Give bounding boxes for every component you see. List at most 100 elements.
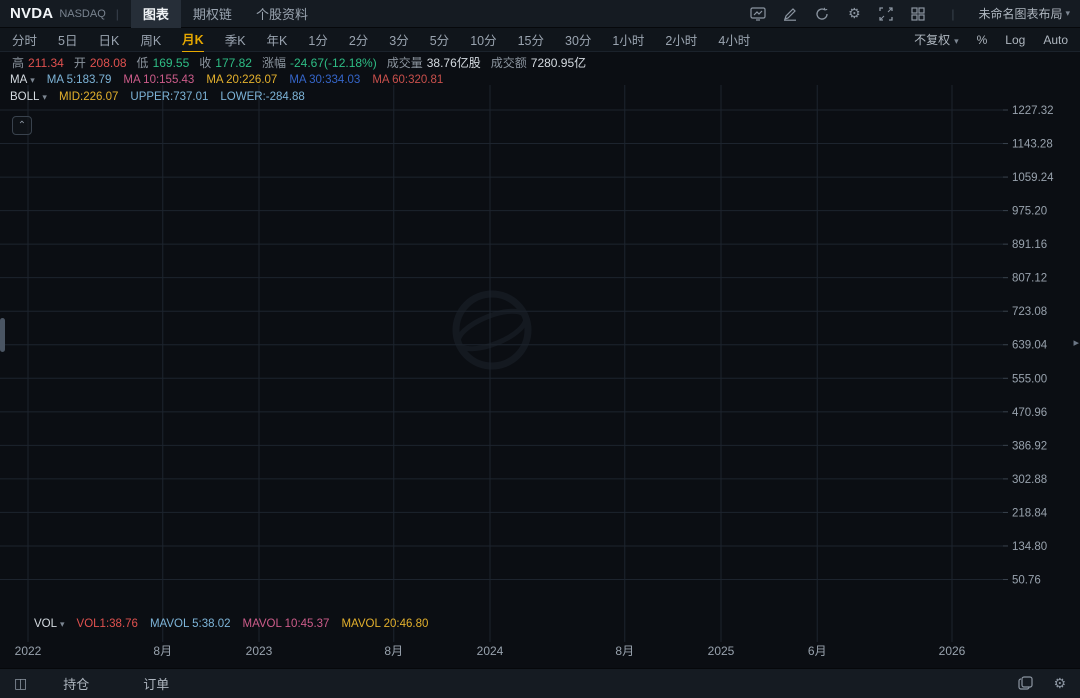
quote-volume: 成交量 38.76亿股 <box>386 55 481 70</box>
svg-text:386.92: 386.92 <box>1012 440 1047 452</box>
chart-area[interactable]: 1227.32 1143.28 1059.24 975.20 891.16 807.12 7… <box>0 72 1080 668</box>
svg-text:2024: 2024 <box>477 644 504 658</box>
tf-5min[interactable]: 5分 <box>429 34 450 48</box>
svg-text:555.00: 555.00 <box>1012 373 1047 385</box>
divider: | <box>951 6 955 21</box>
boll-lower-value: LOWER:-284.88 <box>220 91 305 103</box>
tf-5day[interactable]: 5日 <box>58 34 78 48</box>
refresh-icon[interactable] <box>813 6 831 22</box>
grid-layout-icon[interactable] <box>909 6 927 22</box>
ma30-value: MA 30:334.03 <box>289 74 361 86</box>
ma20-value: MA 20:226.07 <box>206 74 278 86</box>
ma60-value: MA 60:320.81 <box>372 74 444 86</box>
tf-15min[interactable]: 15分 <box>517 34 544 48</box>
svg-text:470.96: 470.96 <box>1012 407 1047 419</box>
tf-10min[interactable]: 10分 <box>470 34 497 48</box>
layout-name: 未命名图表布局 <box>978 7 1063 21</box>
svg-text:6月: 6月 <box>808 644 827 658</box>
toolbar: ⚙ | 未命名图表布局 ▾ <box>749 5 1070 22</box>
tf-yearly[interactable]: 年K <box>266 34 288 48</box>
top-bar: NVDA NASDAQ | 图表 期权链 个股资料 ⚙ | 未命名图表布局 ▾ <box>0 0 1080 28</box>
fullscreen-icon[interactable] <box>877 6 895 22</box>
quote-low: 低 169.55 <box>136 55 190 70</box>
vol-selector[interactable]: VOL ▾ <box>34 618 65 630</box>
mavol10-value: MAVOL 10:45.37 <box>242 618 330 630</box>
ma-selector[interactable]: MA ▾ <box>10 74 35 86</box>
boll-upper-value: UPPER:737.01 <box>130 91 209 103</box>
collapse-indicator-button[interactable]: ⌃ <box>12 116 32 135</box>
svg-text:2023: 2023 <box>246 644 273 658</box>
tab-positions[interactable]: 持仓 <box>63 677 90 692</box>
tab-option-chain[interactable]: 期权链 <box>192 7 232 22</box>
percent-scale-button[interactable]: % <box>976 32 988 47</box>
panel-toggle-icon[interactable]: ◫ <box>14 675 28 691</box>
candlestick-chart[interactable]: 1227.32 1143.28 1059.24 975.20 891.16 807.12 7… <box>0 72 1080 668</box>
right-panel-expand-icon[interactable]: ▸ <box>1073 337 1079 349</box>
adjustment-selector[interactable]: 不复权 ▾ <box>914 33 959 47</box>
timeframe-bar: 分时 5日 日K 周K 月K 季K 年K 1分 2分 3分 5分 10分 15分… <box>0 26 1080 53</box>
svg-text:1143.28: 1143.28 <box>1012 139 1053 151</box>
tf-intraday[interactable]: 分时 <box>12 34 38 48</box>
log-scale-button[interactable]: Log <box>1005 32 1026 47</box>
quote-close: 收 177.82 <box>199 55 252 70</box>
quote-turnover: 成交额 7280.95亿 <box>490 55 587 70</box>
quote-open: 开 208.08 <box>73 55 127 70</box>
mavol5-value: MAVOL 5:38.02 <box>149 618 231 630</box>
tf-1hour[interactable]: 1小时 <box>612 34 645 48</box>
vol-legend: VOL ▾ VOL1:38.76 MAVOL 5:38.02 MAVOL 10:4… <box>34 618 428 630</box>
chevron-down-icon: ▾ <box>30 75 35 85</box>
panels-icon[interactable] <box>1018 676 1034 691</box>
svg-text:8月: 8月 <box>153 644 172 658</box>
ma5-value: MA 5:183.79 <box>46 74 112 86</box>
svg-text:723.08: 723.08 <box>1012 306 1047 318</box>
tf-2hour[interactable]: 2小时 <box>665 34 698 48</box>
layout-selector[interactable]: 未命名图表布局 ▾ <box>978 5 1070 22</box>
settings-gear-icon[interactable]: ⚙ <box>848 5 861 21</box>
boll-selector[interactable]: BOLL ▾ <box>10 91 47 103</box>
vol1-value: VOL1:38.76 <box>76 618 138 630</box>
tab-chart[interactable]: 图表 <box>130 0 181 28</box>
svg-text:50.76: 50.76 <box>1012 574 1041 586</box>
svg-text:2022: 2022 <box>15 644 42 658</box>
boll-mid-value: MID:226.07 <box>58 91 119 103</box>
svg-text:2026: 2026 <box>939 644 966 658</box>
svg-text:8月: 8月 <box>615 644 634 658</box>
symbol: NVDA <box>10 5 54 22</box>
settings-gear-icon[interactable]: ⚙ <box>1053 675 1066 691</box>
boll-legend: BOLL ▾ MID:226.07 UPPER:737.01 LOWER:-284… <box>10 91 305 103</box>
mavol20-value: MAVOL 20:46.80 <box>341 618 429 630</box>
chevron-down-icon: ▾ <box>42 92 47 102</box>
tab-stock-info[interactable]: 个股资料 <box>255 7 308 22</box>
chevron-down-icon: ▾ <box>60 619 65 629</box>
auto-scale-button[interactable]: Auto <box>1043 32 1068 47</box>
tf-2min[interactable]: 2分 <box>348 34 369 48</box>
top-tabs: 图表 期权链 个股资料 <box>130 0 320 28</box>
bottom-bar-right: ⚙ <box>1018 675 1066 692</box>
tf-monthly[interactable]: 月K <box>182 26 204 53</box>
left-panel-handle[interactable] <box>0 318 5 352</box>
tf-1min[interactable]: 1分 <box>308 34 328 48</box>
ma10-value: MA 10:155.43 <box>123 74 195 86</box>
tf-4hour[interactable]: 4小时 <box>718 34 751 48</box>
bottom-bar: ◫ 持仓 订单 ⚙ <box>0 668 1080 698</box>
chart-monitor-icon[interactable] <box>749 6 767 22</box>
edit-pencil-icon[interactable] <box>781 6 799 22</box>
svg-text:134.80: 134.80 <box>1012 541 1047 553</box>
tf-quarterly[interactable]: 季K <box>224 34 246 48</box>
svg-text:1059.24: 1059.24 <box>1012 172 1054 184</box>
svg-text:639.04: 639.04 <box>1012 340 1048 352</box>
quote-change: 涨幅 -24.67(-12.18%) <box>261 55 377 70</box>
svg-text:1227.32: 1227.32 <box>1012 105 1054 117</box>
ma-legend: MA ▾ MA 5:183.79 MA 10:155.43 MA 20:226.0… <box>10 74 443 86</box>
tf-30min[interactable]: 30分 <box>565 34 592 48</box>
tf-daily[interactable]: 日K <box>98 34 120 48</box>
tf-weekly[interactable]: 周K <box>140 34 162 48</box>
tab-orders[interactable]: 订单 <box>143 677 170 692</box>
tf-3min[interactable]: 3分 <box>389 34 409 48</box>
svg-text:891.16: 891.16 <box>1012 239 1047 251</box>
svg-text:218.84: 218.84 <box>1012 507 1048 519</box>
svg-text:8月: 8月 <box>384 644 403 658</box>
chart-options: 不复权 ▾ % Log Auto <box>914 31 1068 48</box>
svg-text:302.88: 302.88 <box>1012 474 1047 486</box>
